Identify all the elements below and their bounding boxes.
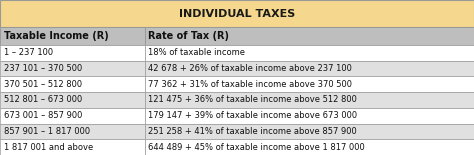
Text: 18% of taxable income: 18% of taxable income	[148, 48, 246, 57]
FancyBboxPatch shape	[145, 108, 474, 124]
FancyBboxPatch shape	[0, 27, 145, 45]
FancyBboxPatch shape	[145, 27, 474, 45]
Text: 673 001 – 857 900: 673 001 – 857 900	[4, 111, 82, 120]
Text: Taxable Income (R): Taxable Income (R)	[4, 31, 109, 41]
FancyBboxPatch shape	[145, 61, 474, 76]
Text: INDIVIDUAL TAXES: INDIVIDUAL TAXES	[179, 9, 295, 19]
FancyBboxPatch shape	[145, 139, 474, 155]
FancyBboxPatch shape	[0, 0, 474, 27]
FancyBboxPatch shape	[0, 61, 145, 76]
Text: 370 501 – 512 800: 370 501 – 512 800	[4, 80, 82, 89]
FancyBboxPatch shape	[145, 45, 474, 61]
Text: 179 147 + 39% of taxable income above 673 000: 179 147 + 39% of taxable income above 67…	[148, 111, 357, 120]
FancyBboxPatch shape	[145, 124, 474, 139]
FancyBboxPatch shape	[145, 92, 474, 108]
Text: 237 101 – 370 500: 237 101 – 370 500	[4, 64, 82, 73]
Text: 857 901 – 1 817 000: 857 901 – 1 817 000	[4, 127, 90, 136]
Text: 1 817 001 and above: 1 817 001 and above	[4, 143, 93, 152]
Text: 77 362 + 31% of taxable income above 370 500: 77 362 + 31% of taxable income above 370…	[148, 80, 352, 89]
Text: 42 678 + 26% of taxable income above 237 100: 42 678 + 26% of taxable income above 237…	[148, 64, 352, 73]
Text: 644 489 + 45% of taxable income above 1 817 000: 644 489 + 45% of taxable income above 1 …	[148, 143, 365, 152]
FancyBboxPatch shape	[145, 76, 474, 92]
FancyBboxPatch shape	[0, 139, 145, 155]
FancyBboxPatch shape	[0, 76, 145, 92]
Text: Rate of Tax (R): Rate of Tax (R)	[148, 31, 229, 41]
FancyBboxPatch shape	[0, 92, 145, 108]
FancyBboxPatch shape	[0, 108, 145, 124]
Text: 512 801 – 673 000: 512 801 – 673 000	[4, 95, 82, 104]
FancyBboxPatch shape	[0, 124, 145, 139]
FancyBboxPatch shape	[0, 45, 145, 61]
Text: 1 – 237 100: 1 – 237 100	[4, 48, 53, 57]
Text: 251 258 + 41% of taxable income above 857 900: 251 258 + 41% of taxable income above 85…	[148, 127, 357, 136]
Text: 121 475 + 36% of taxable income above 512 800: 121 475 + 36% of taxable income above 51…	[148, 95, 357, 104]
